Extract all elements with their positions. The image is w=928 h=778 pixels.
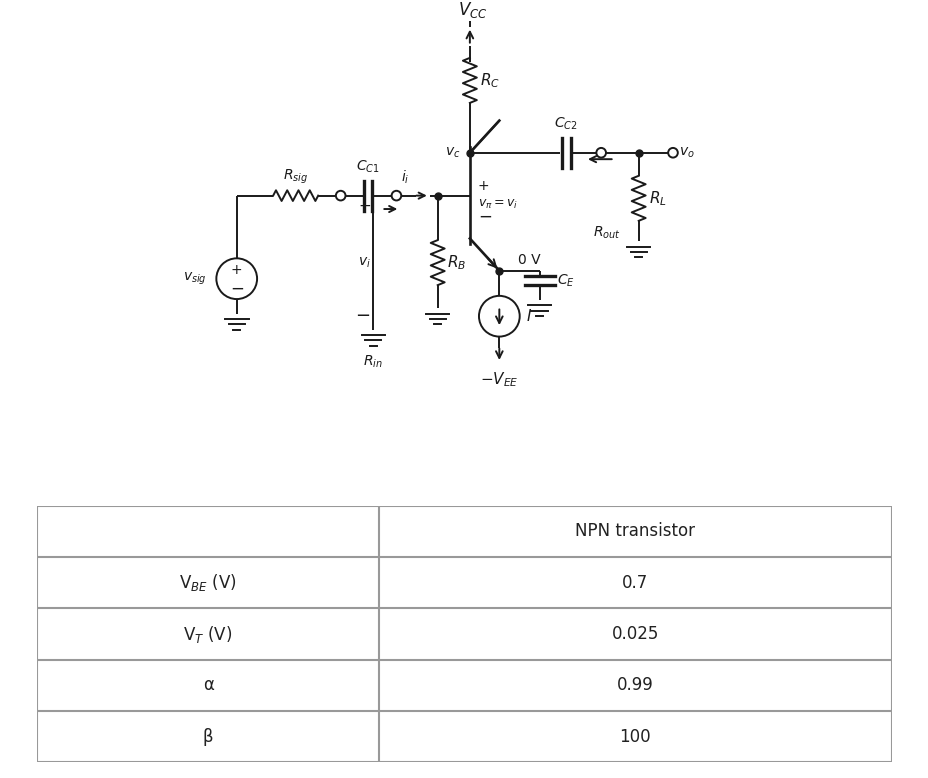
Text: $R_C$: $R_C$ <box>479 71 499 89</box>
Text: β: β <box>202 727 213 746</box>
Text: $R_{out}$: $R_{out}$ <box>592 225 620 241</box>
Text: −: − <box>477 208 491 226</box>
Text: $V_{CC}$: $V_{CC}$ <box>458 0 487 19</box>
Text: NPN transistor: NPN transistor <box>574 522 695 541</box>
Text: $-V_{EE}$: $-V_{EE}$ <box>480 370 518 388</box>
Text: $C_{C2}$: $C_{C2}$ <box>554 116 577 132</box>
Text: +: + <box>357 199 370 214</box>
Text: 0.025: 0.025 <box>612 625 658 643</box>
Text: $R_B$: $R_B$ <box>447 254 466 272</box>
Text: $v_i$: $v_i$ <box>357 255 370 270</box>
Text: $i_i$: $i_i$ <box>401 169 409 186</box>
Text: $R_L$: $R_L$ <box>649 189 666 208</box>
Text: $C_{C1}$: $C_{C1}$ <box>355 159 380 175</box>
Text: 0 V: 0 V <box>518 253 540 267</box>
FancyBboxPatch shape <box>37 506 891 762</box>
Text: $R_{sig}$: $R_{sig}$ <box>283 168 308 186</box>
Text: V$_{BE}$ (V): V$_{BE}$ (V) <box>179 573 237 593</box>
Text: +: + <box>477 179 489 193</box>
Text: $C_E$: $C_E$ <box>557 272 574 289</box>
Text: $v_o$: $v_o$ <box>678 145 694 160</box>
Text: $I$: $I$ <box>525 308 532 324</box>
Text: $v_{sig}$: $v_{sig}$ <box>183 271 207 287</box>
Text: $v_c$: $v_c$ <box>445 145 459 160</box>
Text: α: α <box>202 676 213 695</box>
Text: −: − <box>355 307 370 325</box>
Text: 0.7: 0.7 <box>622 573 648 592</box>
Text: −: − <box>229 279 243 297</box>
Text: $v_\pi = v_i$: $v_\pi = v_i$ <box>477 198 518 212</box>
Text: +: + <box>231 263 242 277</box>
Text: V$_T$ (V): V$_T$ (V) <box>183 624 233 644</box>
Text: $R_{in}$: $R_{in}$ <box>363 354 383 370</box>
Text: 0.99: 0.99 <box>616 676 653 695</box>
Text: 100: 100 <box>619 727 651 746</box>
